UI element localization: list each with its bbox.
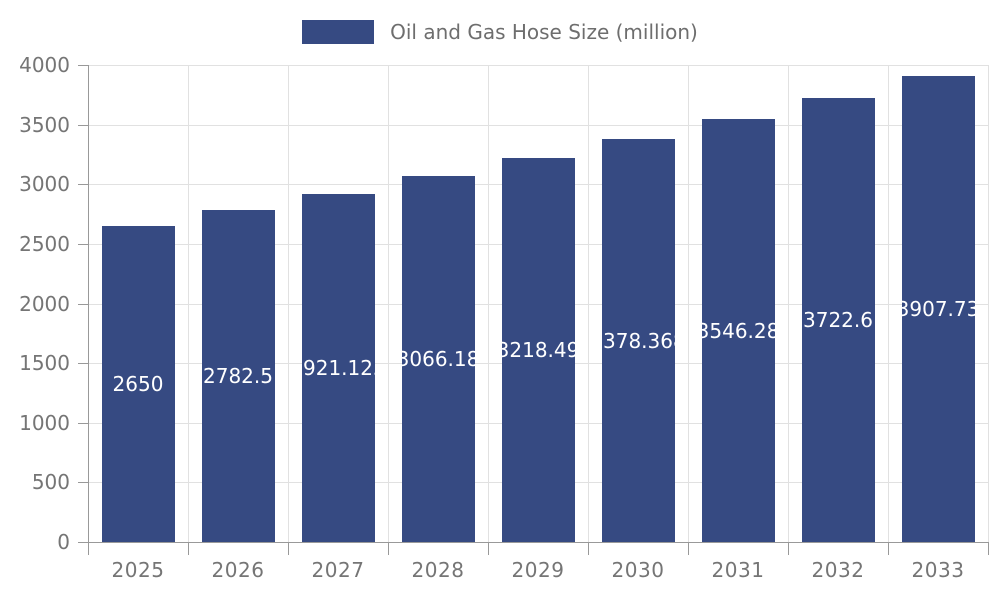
legend-label: Oil and Gas Hose Size (million) [390,20,698,44]
y-tick-label: 2000 [19,291,70,316]
bar-2033[interactable]: 3907.73 [901,76,975,542]
x-tick-mark [488,542,489,555]
x-tick-mark [788,542,789,555]
y-tick-mark [78,422,88,424]
x-tick-mark [888,542,889,555]
bar-value-label: 3066.18 [401,347,475,372]
x-tick-label: 2026 [211,558,265,582]
y-tick-mark [78,482,88,484]
y-tick-label: 3500 [19,112,70,137]
bar-2028[interactable]: 3066.18 [401,176,475,542]
y-tick-mark [78,65,88,66]
y-tick-mark [78,363,88,365]
y-tick-label: 1000 [19,410,70,435]
x-tick-mark [588,542,589,555]
bar-value-label: 3722.6 [803,308,873,333]
y-tick-mark [78,542,88,543]
x-tick-label: 2028 [411,558,465,582]
x-tick-mark [88,542,89,555]
bar-value-label: 3907.73 [901,296,975,321]
bar-value-label: 3378.368 [602,328,675,353]
bar-2032[interactable]: 3722.6 [801,98,875,542]
gridline-vertical [988,65,989,542]
gridline-vertical [688,65,689,542]
bar-2031[interactable]: 3546.28 [701,119,775,542]
gridline-vertical [288,65,289,542]
y-axis-line [88,65,89,555]
y-tick-mark [78,303,88,305]
bar-value-label: 3546.28 [701,318,775,343]
x-tick-mark [688,542,689,555]
gridline-vertical [388,65,389,542]
bar-2025[interactable]: 2650 [101,225,175,542]
bar-2030[interactable]: 3378.368 [601,139,675,542]
gridline-horizontal [88,124,988,126]
bar-value-label: 2782.5 [203,364,273,389]
x-tick-mark [188,542,189,555]
x-tick-label: 2033 [911,558,965,582]
x-tick-label: 2032 [811,558,865,582]
x-axis-line [88,542,989,543]
x-tick-label: 2029 [511,558,565,582]
bar-2027[interactable]: 2921.125 [301,193,375,542]
legend-swatch-icon [302,20,375,44]
x-tick-mark [288,542,289,555]
y-tick-mark [78,184,88,186]
gridline-vertical [788,65,789,542]
bar-value-label: 3218.49 [501,338,575,363]
bar-value-label: 2921.125 [302,355,375,380]
x-tick-mark [988,542,989,555]
x-tick-mark [388,542,389,555]
y-tick-label: 4000 [19,53,70,77]
x-tick-label: 2030 [611,558,665,582]
x-tick-label: 2031 [711,558,765,582]
y-tick-label: 3000 [19,172,70,197]
gridline-vertical [188,65,189,542]
y-tick-label: 500 [31,470,70,495]
x-tick-label: 2027 [311,558,365,582]
y-tick-label: 2500 [19,231,70,256]
y-tick-label: 0 [57,530,70,554]
bar-2029[interactable]: 3218.49 [501,158,575,542]
gridline-vertical [488,65,489,542]
gridline-horizontal [88,65,988,66]
bar-value-label: 2650 [112,371,164,396]
y-tick-label: 1500 [19,351,70,376]
bar-2026[interactable]: 2782.5 [201,210,275,542]
legend[interactable]: Oil and Gas Hose Size (million) [0,18,1000,46]
y-tick-mark [78,124,88,126]
y-tick-mark [78,243,88,245]
x-tick-label: 2025 [111,558,165,582]
gridline-vertical [888,65,889,542]
gridline-vertical [588,65,589,542]
